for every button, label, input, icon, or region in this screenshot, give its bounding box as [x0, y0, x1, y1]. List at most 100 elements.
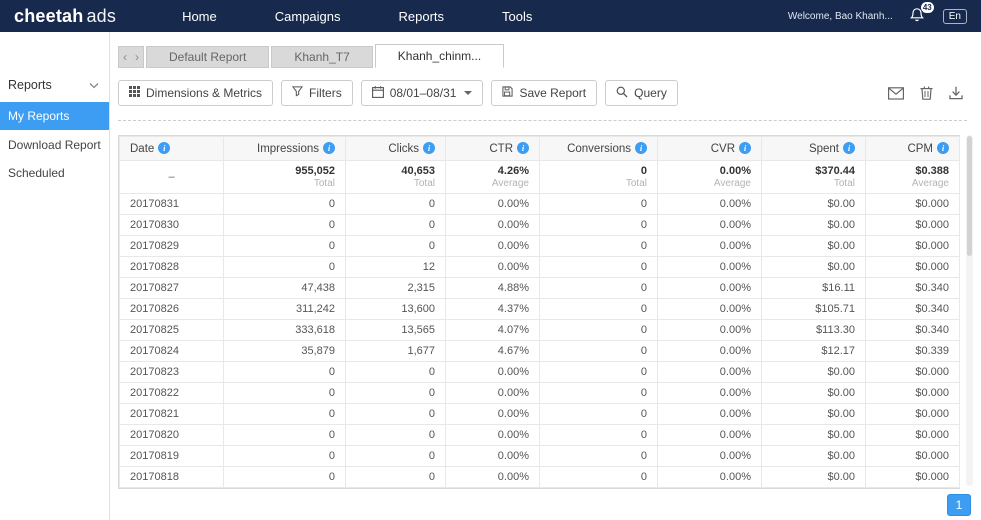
- date-range-picker[interactable]: 08/01–08/31: [360, 80, 484, 106]
- value-cell: 0: [223, 361, 346, 383]
- value-cell: 0: [345, 382, 446, 404]
- page-layout: Reports My Reports Download Report Sched…: [0, 32, 981, 520]
- value-cell: 4.07%: [445, 319, 540, 341]
- value-cell: 4.37%: [445, 298, 540, 320]
- table-row: 20170821 0 0 0.00% 0 0.00% $0.00 $0.000: [119, 403, 960, 425]
- totals-cell: $0.388 Average: [865, 160, 960, 194]
- value-cell: 0.00%: [445, 403, 540, 425]
- table-vertical-scrollbar[interactable]: [966, 135, 973, 486]
- nav-tools[interactable]: Tools: [502, 8, 533, 24]
- table-row: 20170828 0 12 0.00% 0 0.00% $0.00 $0.000: [119, 256, 960, 278]
- report-toolbar: Dimensions & Metrics Filters 08/01–08/31: [118, 80, 981, 106]
- column-label: Date: [130, 143, 155, 155]
- main-content: ‹ › Default Report Khanh_T7 Khanh_chinm.…: [110, 32, 981, 520]
- value-cell: $0.340: [865, 298, 960, 320]
- value-cell: 0: [345, 466, 446, 488]
- dimensions-metrics-button[interactable]: Dimensions & Metrics: [118, 80, 274, 106]
- totals-date-cell: –: [119, 160, 224, 194]
- column-header-conversions[interactable]: Conversions i: [539, 136, 658, 161]
- value-cell: $0.00: [761, 214, 866, 236]
- tab-scroll-left[interactable]: ‹: [123, 50, 127, 64]
- value-cell: 0.00%: [657, 424, 762, 446]
- info-icon[interactable]: i: [937, 142, 949, 154]
- value-cell: 0.00%: [657, 466, 762, 488]
- report-tabbar: ‹ › Default Report Khanh_T7 Khanh_chinm.…: [118, 44, 981, 68]
- tab-khanh-chinm[interactable]: Khanh_chinm...: [374, 44, 505, 68]
- bell-icon: [909, 8, 925, 26]
- email-report-icon[interactable]: [888, 86, 904, 100]
- value-cell: $0.000: [865, 256, 960, 278]
- date-cell: 20170825: [119, 319, 224, 341]
- welcome-user-menu[interactable]: Welcome, Bao Khanh...: [787, 10, 893, 22]
- column-header-ctr[interactable]: CTR i: [445, 136, 540, 161]
- sidebar-item-download-report[interactable]: Download Report: [8, 138, 101, 152]
- nav-home[interactable]: Home: [182, 8, 217, 24]
- brand-logo[interactable]: cheetah ads: [14, 6, 116, 27]
- value-cell: 0: [345, 214, 446, 236]
- tab-scroll-right[interactable]: ›: [135, 50, 139, 64]
- date-cell: 20170822: [119, 382, 224, 404]
- notifications-bell[interactable]: 43: [909, 2, 934, 26]
- column-label: Impressions: [257, 143, 319, 155]
- column-label: CTR: [489, 143, 513, 155]
- info-icon[interactable]: i: [323, 142, 335, 154]
- value-cell: $0.000: [865, 361, 960, 383]
- totals-cell: $370.44 Total: [761, 160, 866, 194]
- delete-report-icon[interactable]: [920, 86, 933, 100]
- info-icon[interactable]: i: [423, 142, 435, 154]
- top-navbar: cheetah ads Home Campaigns Reports Tools …: [0, 0, 981, 32]
- filters-button[interactable]: Filters: [281, 80, 353, 106]
- value-cell: 0.00%: [657, 445, 762, 467]
- value-cell: 0.00%: [657, 382, 762, 404]
- total-value: 40,653: [401, 165, 435, 177]
- info-icon[interactable]: i: [739, 142, 751, 154]
- column-header-date[interactable]: Date i: [119, 136, 224, 161]
- scrollbar-thumb[interactable]: [967, 136, 972, 256]
- value-cell: 0.00%: [445, 445, 540, 467]
- info-icon[interactable]: i: [158, 142, 171, 154]
- value-cell: $0.00: [761, 235, 866, 257]
- language-button[interactable]: En: [942, 8, 967, 24]
- totals-cell: 4.26% Average: [445, 160, 540, 194]
- total-sublabel: Average: [713, 178, 751, 189]
- column-label: Conversions: [567, 143, 631, 155]
- column-header-cpm[interactable]: CPM i: [865, 136, 960, 161]
- page-1-button[interactable]: 1: [947, 494, 971, 516]
- sidebar-item-my-reports[interactable]: My Reports: [0, 102, 109, 130]
- column-header-cvr[interactable]: CVR i: [657, 136, 762, 161]
- save-report-button[interactable]: Save Report: [491, 80, 598, 106]
- value-cell: 0.00%: [657, 298, 762, 320]
- nav-campaigns[interactable]: Campaigns: [274, 8, 341, 24]
- tab-khanh-t7[interactable]: Khanh_T7: [271, 46, 373, 68]
- date-cell: 20170820: [119, 424, 224, 446]
- total-value: 4.26%: [497, 165, 529, 177]
- nav-reports[interactable]: Reports: [398, 8, 445, 24]
- date-cell: 20170831: [119, 193, 224, 215]
- value-cell: $105.71: [761, 298, 866, 320]
- sidebar-item-scheduled[interactable]: Scheduled: [8, 166, 65, 180]
- total-sublabel: Total: [625, 178, 647, 189]
- info-icon[interactable]: i: [843, 142, 855, 154]
- column-header-impressions[interactable]: Impressions i: [223, 136, 346, 161]
- value-cell: $0.000: [865, 403, 960, 425]
- total-sublabel: Average: [491, 178, 529, 189]
- value-cell: 0: [223, 424, 346, 446]
- value-cell: $0.00: [761, 256, 866, 278]
- column-header-clicks[interactable]: Clicks i: [345, 136, 446, 161]
- value-cell: 0: [223, 445, 346, 467]
- value-cell: $0.00: [761, 361, 866, 383]
- value-cell: 0: [539, 445, 658, 467]
- value-cell: 0: [345, 193, 446, 215]
- value-cell: $0.340: [865, 277, 960, 299]
- info-icon[interactable]: i: [635, 142, 647, 154]
- download-report-icon[interactable]: [949, 86, 963, 100]
- value-cell: 0: [539, 298, 658, 320]
- info-icon[interactable]: i: [517, 142, 529, 154]
- value-cell: 0: [223, 382, 346, 404]
- sidebar-section-reports[interactable]: Reports: [0, 72, 109, 102]
- column-header-spent[interactable]: Spent i: [761, 136, 866, 161]
- value-cell: 0: [539, 361, 658, 383]
- value-cell: 0.00%: [657, 340, 762, 362]
- query-button[interactable]: Query: [605, 80, 678, 106]
- tab-default-report[interactable]: Default Report: [146, 46, 270, 68]
